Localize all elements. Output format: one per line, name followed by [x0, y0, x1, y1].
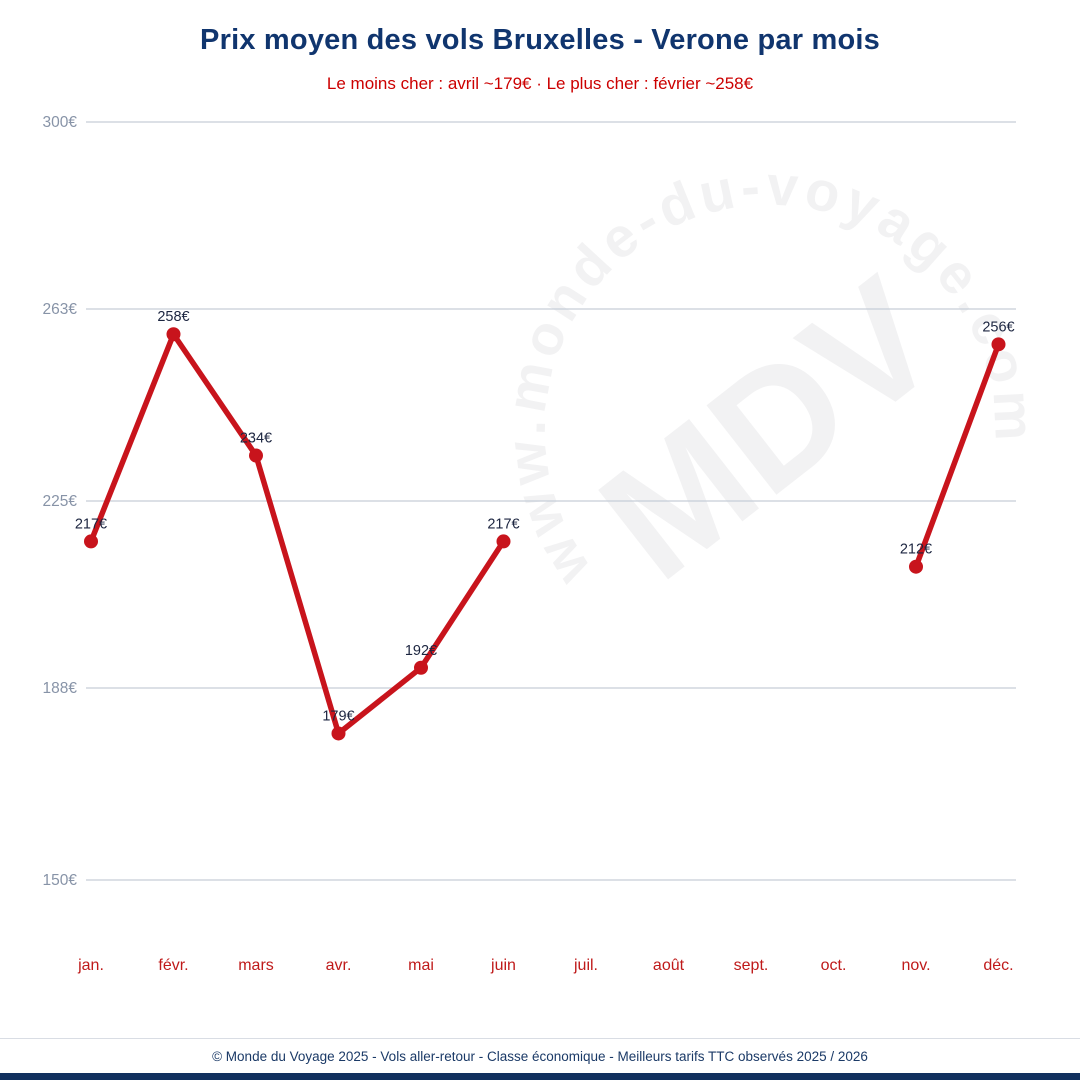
x-axis-label: nov. [901, 957, 930, 974]
x-axis-label: juil. [573, 957, 598, 974]
y-axis-label: 263€ [43, 301, 78, 318]
data-point [249, 448, 263, 463]
data-point-label: 234€ [240, 431, 272, 447]
page-title: Prix moyen des vols Bruxelles - Verone p… [200, 24, 880, 56]
x-axis-label: sept. [734, 957, 769, 974]
data-point-label: 212€ [900, 542, 932, 558]
x-axis-label: déc. [983, 957, 1013, 974]
data-point [414, 660, 428, 675]
bottom-accent-bar [0, 1073, 1080, 1080]
watermark-center-text: MDV [568, 243, 970, 614]
x-axis-label: févr. [158, 957, 188, 974]
x-axis-label: mai [408, 957, 434, 974]
footer: © Monde du Voyage 2025 - Vols aller-reto… [0, 1038, 1080, 1073]
y-axis-label: 300€ [43, 114, 78, 131]
x-axis-label: oct. [821, 957, 847, 974]
x-axis-label: avr. [326, 957, 352, 974]
y-axis-label: 188€ [43, 680, 78, 697]
price-line [913, 341, 1002, 570]
y-axis-label: 225€ [43, 493, 78, 510]
data-point [909, 559, 923, 574]
x-axis-label: jan. [77, 957, 104, 974]
data-point-label: 179€ [322, 708, 354, 724]
data-point [991, 337, 1006, 352]
data-point [331, 726, 346, 741]
x-axis-label: août [653, 957, 685, 974]
watermark: www.monde-du-voyage.com MDV [382, 42, 1080, 743]
data-point [166, 327, 181, 342]
data-point-label: 258€ [157, 309, 189, 325]
data-point-label: 217€ [487, 516, 519, 532]
x-axis-label: mars [238, 957, 274, 974]
data-point [84, 534, 98, 549]
footer-text: © Monde du Voyage 2025 - Vols aller-reto… [212, 1049, 868, 1064]
chart-subtitle: Le moins cher : avril ~179€ · Le plus ch… [326, 74, 754, 93]
x-axis-label: juin [490, 957, 516, 974]
data-point [496, 534, 511, 549]
y-axis-label: 150€ [43, 872, 78, 889]
data-point-label: 192€ [405, 643, 437, 659]
data-point-label: 217€ [75, 516, 107, 532]
data-point-label: 256€ [982, 319, 1014, 335]
price-line [88, 331, 507, 737]
